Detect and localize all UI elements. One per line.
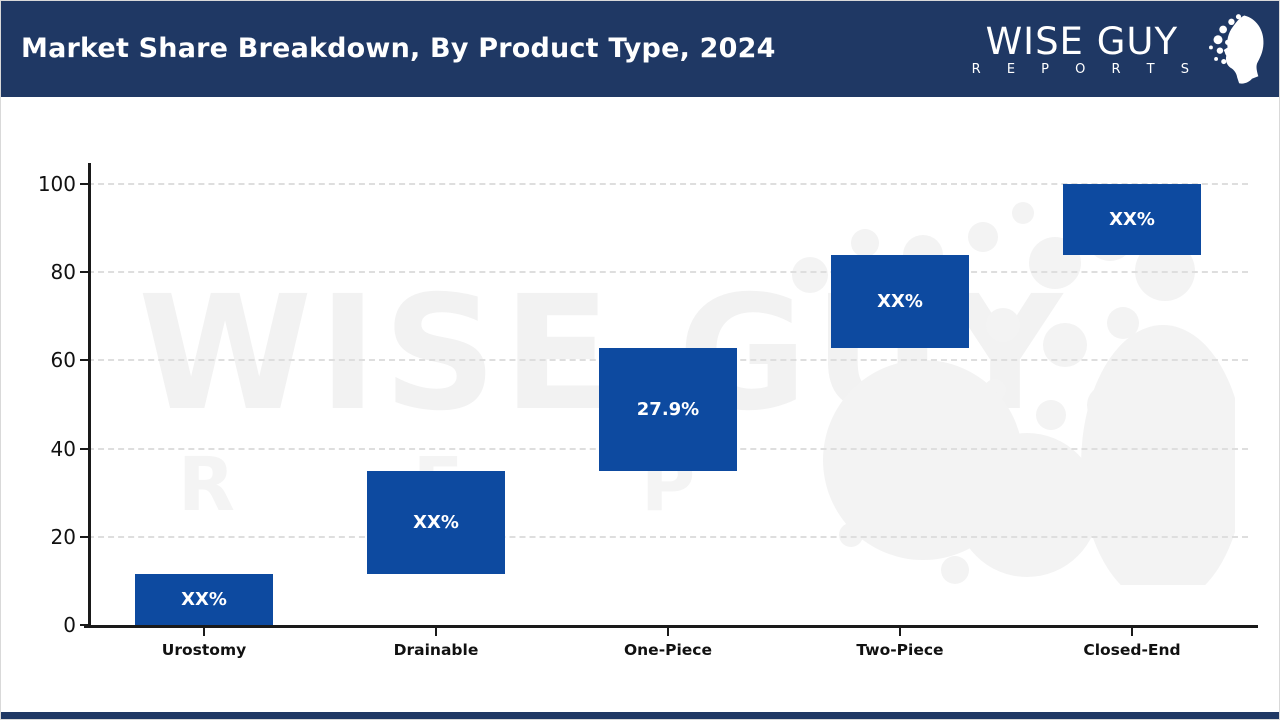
bar-value-label: XX% [181,589,227,611]
brand-logo: WISE GUY R E P O R T S [964,10,1266,90]
bar-value-label: XX% [413,512,459,534]
y-tick-label: 80 [50,260,76,285]
x-axis-line [84,625,1258,628]
x-tick-mark [667,628,669,636]
x-tick-mark [435,628,437,636]
x-tick-mark [203,628,205,636]
page-title: Market Share Breakdown, By Product Type,… [21,33,776,64]
brand-face-icon [1209,14,1264,84]
y-tick-mark [80,271,88,274]
bar: XX% [135,574,273,625]
x-tick-label: Urostomy [161,641,247,659]
footer-bar [0,712,1280,720]
x-tick-label: Closed-End [1083,641,1181,659]
y-tick-mark [80,447,88,450]
bar: XX% [367,471,505,575]
gridline [88,183,1248,185]
brand-subtitle: R E P O R T S [971,62,1200,78]
brand-name: WISE GUY [985,19,1179,63]
bar: XX% [831,255,969,349]
bar: 27.9% [599,348,737,472]
bar: XX% [1063,184,1201,255]
gridline [88,271,1248,274]
x-tick-label: Two-Piece [856,641,944,659]
gridline [88,535,1248,538]
x-tick-label: One-Piece [623,641,713,659]
y-tick-label: 60 [50,348,76,373]
bar-value-label: 27.9% [636,399,700,421]
y-tick-mark [80,535,88,538]
y-tick-label: 20 [50,524,76,549]
header-bar: Market Share Breakdown, By Product Type,… [0,0,1280,97]
bar-value-label: XX% [1109,209,1155,230]
x-tick-label: Drainable [393,641,479,659]
x-tick-mark [1131,628,1133,636]
y-tick-mark [80,183,88,185]
y-tick-label: 40 [50,436,76,461]
y-tick-mark [80,359,88,362]
y-axis-line [88,163,91,627]
x-tick-mark [899,628,901,636]
bar-value-label: XX% [877,291,923,313]
brand-logo-text: WISE GUY R E P O R T S [964,19,1200,78]
y-tick-label: 0 [63,613,76,637]
y-tick-label: 100 [37,172,76,196]
